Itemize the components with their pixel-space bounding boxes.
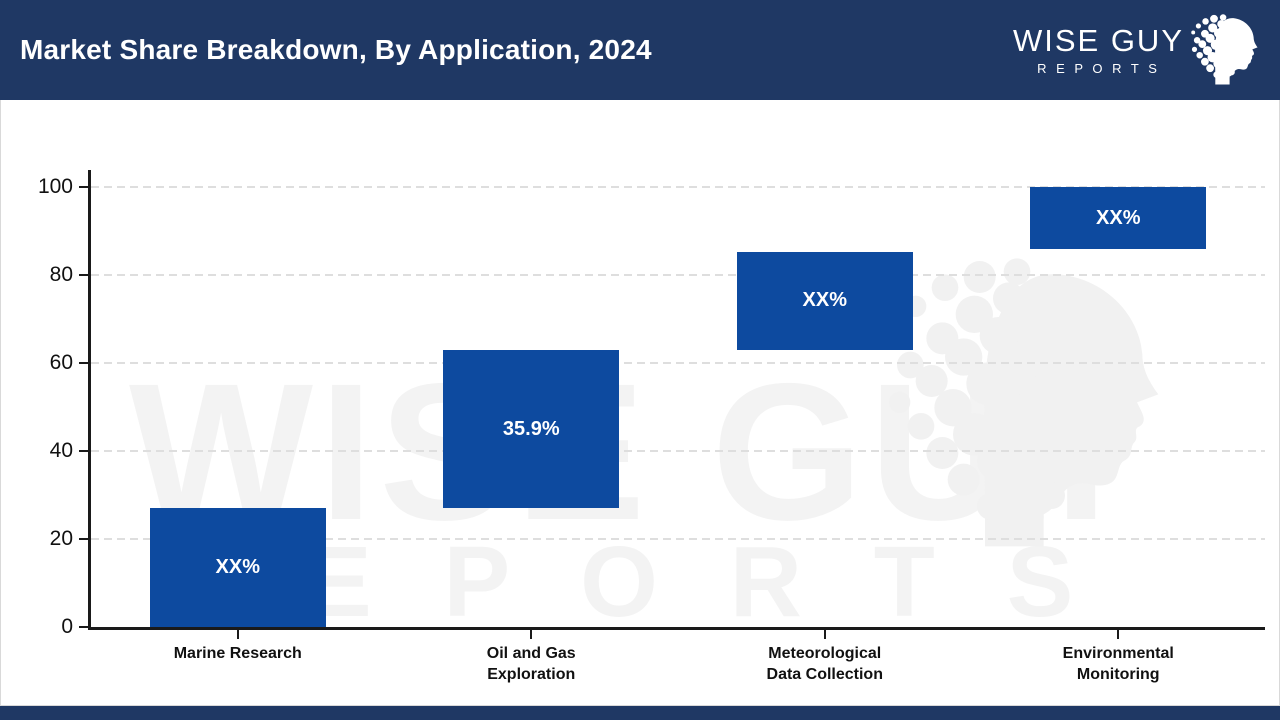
- bar-segment-3: XX%: [1030, 187, 1207, 250]
- bar-segment-1: 35.9%: [443, 350, 620, 509]
- x-tick-0: [236, 630, 239, 639]
- category-label-2: Meteorological Data Collection: [766, 645, 883, 683]
- x-tick-3: [1117, 630, 1120, 639]
- x-tick-1: [530, 630, 533, 639]
- y-tick-20: [79, 538, 88, 540]
- wiseguy-face-icon: [1191, 14, 1258, 85]
- bar-value-label-1: 35.9%: [502, 417, 560, 440]
- y-tick-80: [79, 274, 88, 276]
- category-label-3: Environmental Monitoring: [1062, 645, 1174, 683]
- y-tick-label-100: 100: [37, 175, 73, 198]
- logo-wordmark-line1: WISE GUY: [1012, 22, 1184, 58]
- bar-value-label-3: XX%: [1096, 206, 1141, 229]
- gridline-20: [91, 538, 1265, 540]
- y-tick-label-80: 80: [49, 263, 73, 286]
- page-title: Market Share Breakdown, By Application, …: [20, 34, 652, 65]
- y-tick-label-0: 0: [61, 615, 73, 638]
- y-tick-label-20: 20: [49, 527, 73, 550]
- y-tick-label-40: 40: [49, 439, 73, 462]
- bar-segment-0: XX%: [149, 508, 326, 627]
- y-tick-0: [79, 626, 88, 628]
- gridline-80: [91, 274, 1265, 276]
- header-bar: Market Share Breakdown, By Application, …: [0, 0, 1280, 100]
- logo-wordmark: WISE GUY R E P O R T S: [1013, 25, 1184, 76]
- y-tick-label-60: 60: [49, 351, 73, 374]
- y-tick-100: [79, 186, 88, 188]
- category-label-1: Oil and Gas Exploration: [486, 645, 576, 683]
- bar-value-label-2: XX%: [802, 289, 847, 312]
- x-tick-2: [823, 630, 826, 639]
- bar-value-label-0: XX%: [215, 556, 260, 579]
- plot-area: 0 20 40 60 80 100 XX% Marine Research 35.9% Oil a…: [38, 170, 1265, 683]
- gridline-100: [91, 186, 1265, 188]
- y-tick-60: [79, 362, 88, 364]
- logo-wordmark-line2: R E P O R T S: [1037, 60, 1160, 76]
- footer-bar: [0, 706, 1280, 720]
- category-label-0: Marine Research: [173, 645, 302, 662]
- gridline-60: [91, 362, 1265, 364]
- y-tick-40: [79, 450, 88, 452]
- wiseguy-logo: WISE GUY R E P O R T S: [1013, 11, 1266, 89]
- gridline-40: [91, 450, 1265, 452]
- bar-segment-2: XX%: [736, 252, 913, 350]
